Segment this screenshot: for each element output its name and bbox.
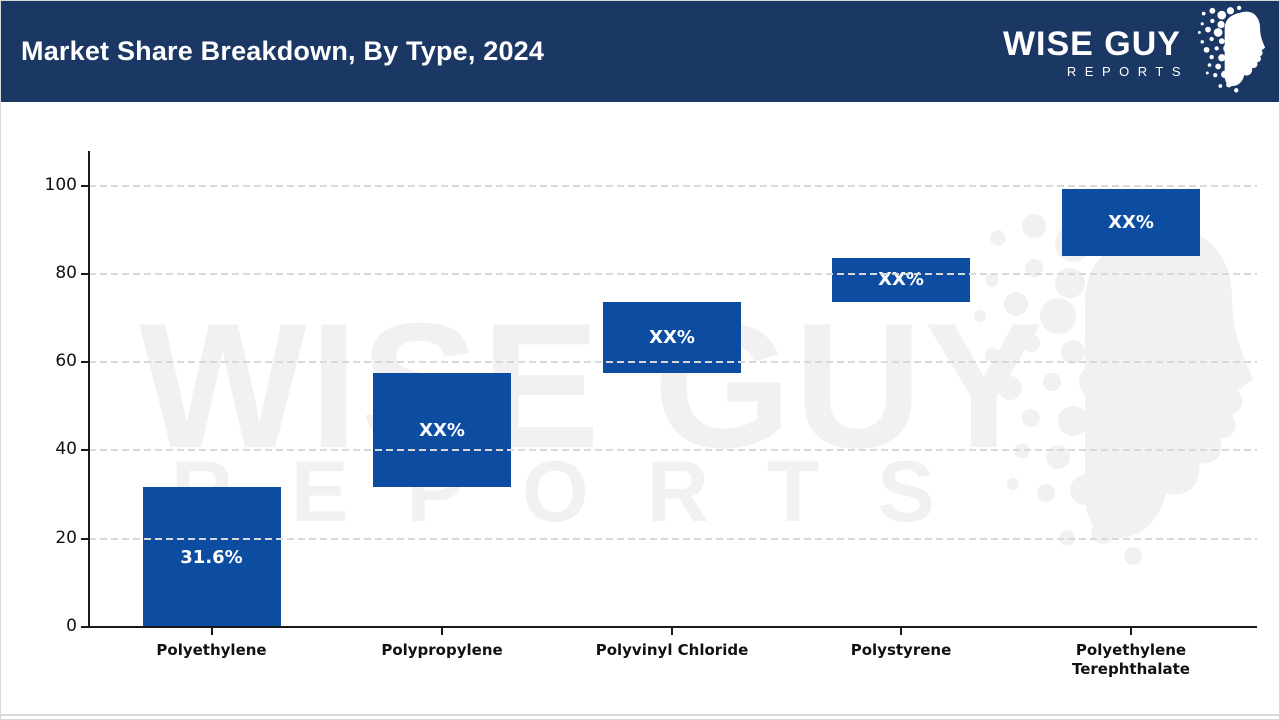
x-axis-category-label: Polyethylene Terephthalate	[1072, 641, 1190, 678]
gridline-20	[89, 537, 1257, 540]
logo-subtitle: REPORTS	[1066, 63, 1189, 79]
watermark-wordmark: WISE GUY	[139, 286, 1046, 485]
y-axis-tick-label: 0	[66, 616, 77, 636]
x-tick	[671, 628, 673, 635]
footer-divider	[1, 714, 1279, 716]
y-tick	[81, 361, 89, 364]
x-axis-category-label: Polyethylene	[156, 641, 267, 659]
gridline-40	[89, 449, 1257, 452]
bar-polyvinyl-chloride: XX%	[603, 302, 741, 373]
y-axis-tick-label: 40	[55, 439, 77, 460]
y-tick	[81, 626, 89, 628]
bar-polystyrene: XX%	[832, 257, 970, 303]
x-tick	[900, 628, 902, 635]
y-axis-tick-label: 60	[55, 351, 77, 372]
watermark-subtitle: REPORTS	[171, 444, 993, 540]
bar-polyethylene-terephthalate: XX%	[1062, 189, 1200, 257]
bar-polypropylene: XX%	[373, 372, 511, 488]
y-axis-spine	[88, 151, 90, 628]
bar-value-label: XX%	[1108, 212, 1154, 234]
report-header: Market Share Breakdown, By Type, 2024 WI…	[1, 1, 1279, 102]
x-axis-category-label: Polystyrene	[850, 641, 952, 659]
x-tick	[441, 628, 443, 635]
x-axis-category-label: Polypropylene	[381, 641, 503, 659]
watermark-face-icon	[953, 201, 1253, 593]
y-tick	[81, 449, 89, 452]
wiseguy-logo: WISE GUY REPORTS	[1003, 5, 1271, 99]
y-axis-tick-label: 80	[55, 262, 77, 283]
logo-text: WISE GUY REPORTS	[1003, 26, 1181, 79]
y-tick	[81, 272, 89, 275]
bar-value-label: XX%	[649, 326, 695, 348]
bar-value-label: 31.6%	[180, 546, 243, 568]
x-axis-spine	[88, 626, 1257, 628]
x-axis-category-label: Polyvinyl Chloride	[595, 641, 749, 659]
page-title: Market Share Breakdown, By Type, 2024	[21, 36, 545, 66]
x-tick	[210, 628, 213, 635]
bar-polyethylene: 31.6%	[142, 487, 281, 627]
bar-value-label: XX%	[419, 419, 465, 441]
x-tick	[1130, 628, 1132, 635]
logo-wordmark: WISE GUY	[1002, 24, 1181, 63]
gridline-80	[89, 272, 1257, 275]
y-axis-tick-label: 20	[55, 527, 77, 548]
gridline-60	[89, 361, 1257, 364]
y-axis-tick-label: 100	[44, 174, 77, 195]
logo-face-icon	[1187, 5, 1271, 99]
gridline-100	[89, 184, 1257, 187]
y-tick	[81, 184, 89, 187]
y-tick	[81, 537, 89, 540]
